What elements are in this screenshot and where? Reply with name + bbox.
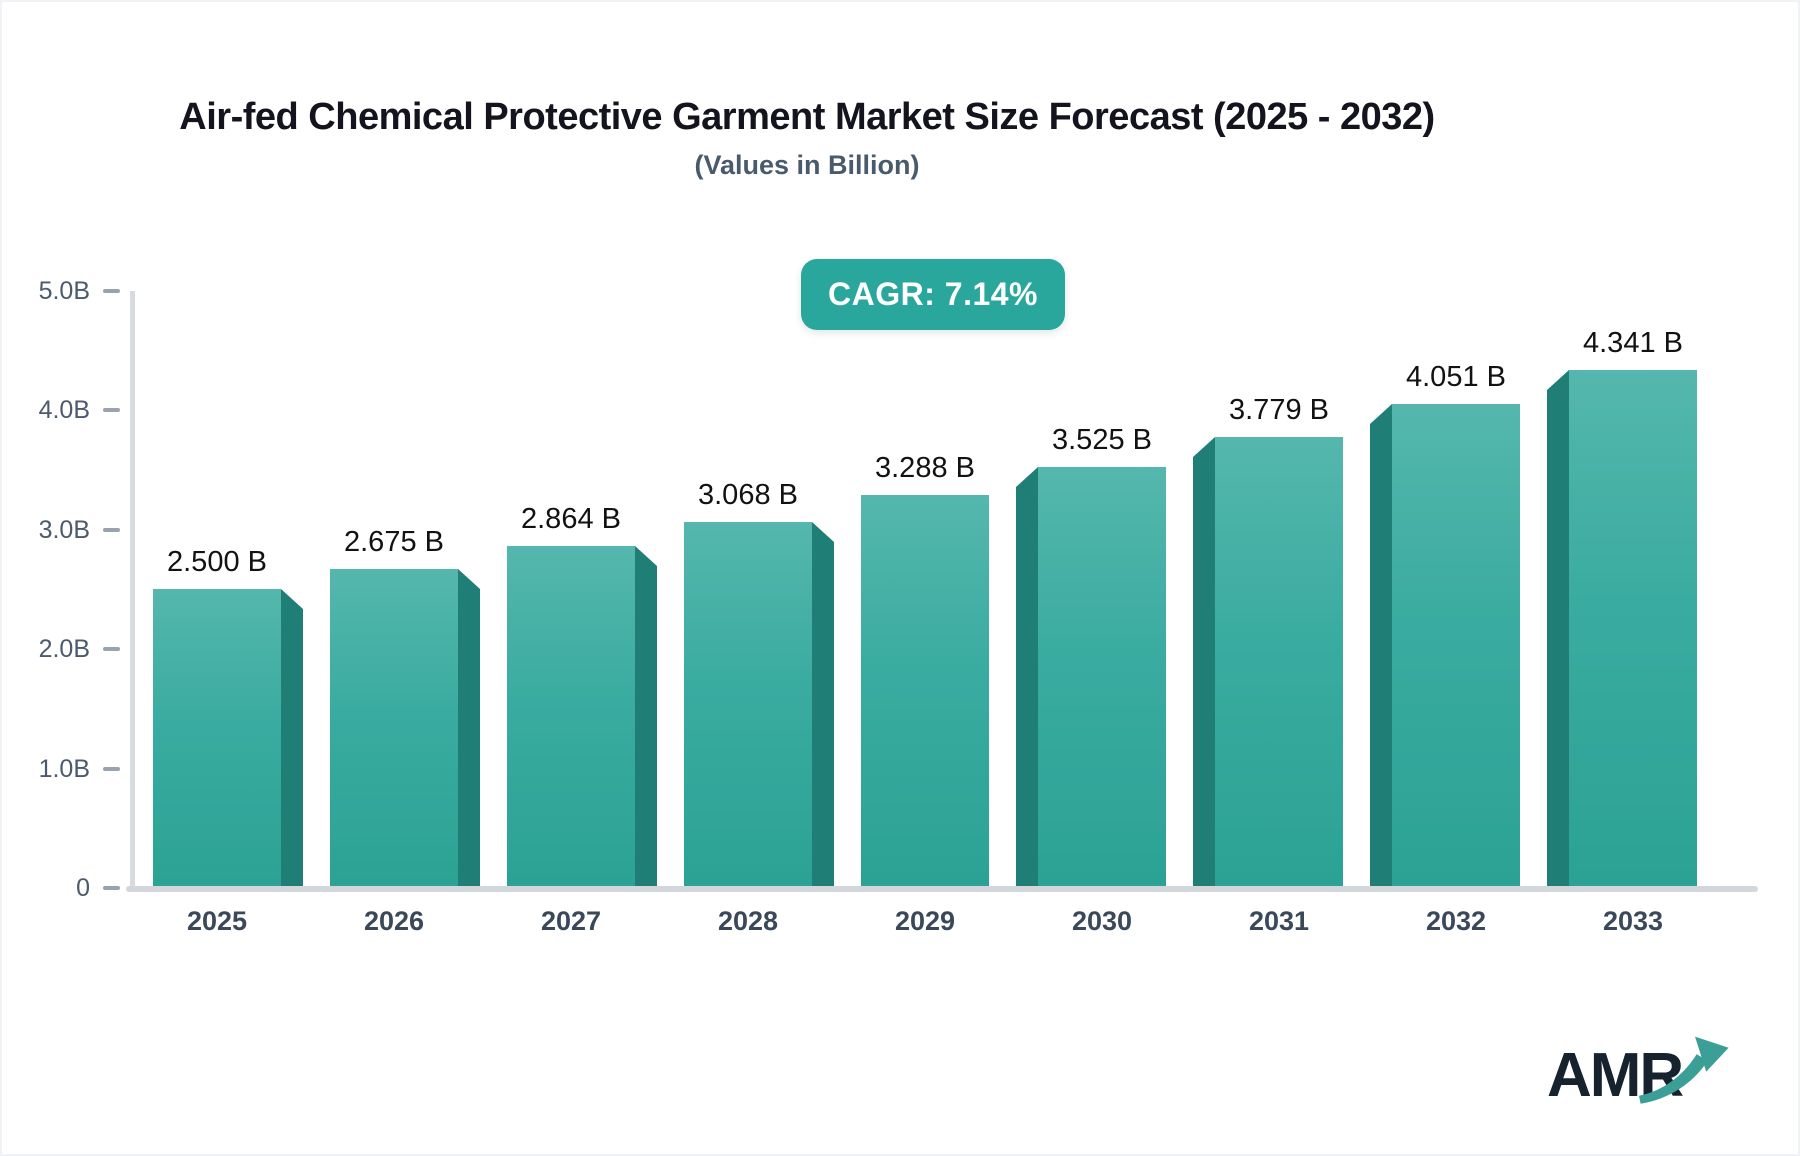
bar-2033 xyxy=(1569,370,1697,888)
bar-side-2025 xyxy=(281,589,303,888)
bar-2027 xyxy=(507,546,635,888)
y-axis-line xyxy=(130,291,135,888)
bar-value-label-2029: 3.288 B xyxy=(875,452,975,484)
amr-logo-arrow-icon xyxy=(1639,1036,1729,1104)
bar-side-2033 xyxy=(1547,370,1569,888)
bar-2031 xyxy=(1215,437,1343,888)
x-axis-baseline xyxy=(126,886,1758,892)
bar-2032 xyxy=(1392,404,1520,888)
amr-logo: AMR xyxy=(1547,1034,1767,1129)
cagr-badge-label: CAGR: 7.14% xyxy=(828,276,1038,312)
y-tick-dash xyxy=(103,647,120,652)
y-tick-label: 3.0B xyxy=(38,515,90,544)
bar-value-label-2027: 2.864 B xyxy=(521,503,621,535)
y-tick-dash xyxy=(103,527,120,532)
x-tick-label-2032: 2032 xyxy=(1425,906,1487,936)
y-tick-dash xyxy=(103,886,120,890)
y-tick-label: 0 xyxy=(76,874,90,902)
y-tick-dash xyxy=(103,289,120,293)
x-tick-label-2029: 2029 xyxy=(894,906,956,936)
x-tick-label-2025: 2025 xyxy=(186,906,248,936)
bar-value-label-2025: 2.500 B xyxy=(167,546,267,578)
cagr-badge: CAGR: 7.14% xyxy=(801,259,1065,330)
y-tick-dash xyxy=(103,408,120,413)
bar-value-label-2028: 3.068 B xyxy=(698,479,798,511)
chart-subtitle: (Values in Billion) xyxy=(694,150,920,180)
bar-side-2026 xyxy=(458,569,480,888)
bar-value-label-2032: 4.051 B xyxy=(1406,361,1506,393)
bar-side-2030 xyxy=(1016,467,1038,888)
y-tick-label: 5.0B xyxy=(38,277,90,305)
bar-value-label-2033: 4.341 B xyxy=(1583,327,1683,359)
bar-side-2027 xyxy=(635,546,657,888)
y-tick-label: 1.0B xyxy=(38,754,90,783)
x-tick-label-2030: 2030 xyxy=(1071,906,1133,936)
bar-2028 xyxy=(684,522,812,888)
bar-2029 xyxy=(861,495,989,888)
y-tick-label: 2.0B xyxy=(38,635,90,664)
bar-value-label-2026: 2.675 B xyxy=(344,526,444,558)
bar-side-2032 xyxy=(1370,404,1392,888)
y-tick-dash xyxy=(103,766,120,771)
x-tick-label-2028: 2028 xyxy=(717,906,779,936)
bar-2030 xyxy=(1038,467,1166,888)
bar-2026 xyxy=(330,569,458,888)
x-tick-label-2033: 2033 xyxy=(1602,906,1664,936)
bar-value-label-2031: 3.779 B xyxy=(1229,394,1329,426)
y-tick-label: 4.0B xyxy=(38,396,90,425)
bar-side-2031 xyxy=(1193,437,1215,888)
bar-side-2028 xyxy=(812,522,834,888)
amr-logo-text: AMR xyxy=(1547,1041,1684,1110)
chart-title: Air-fed Chemical Protective Garment Mark… xyxy=(179,96,1435,138)
bar-value-label-2030: 3.525 B xyxy=(1052,424,1152,456)
bar-2025 xyxy=(153,589,281,888)
x-tick-label-2031: 2031 xyxy=(1248,906,1310,936)
x-tick-label-2026: 2026 xyxy=(363,906,425,936)
x-tick-label-2027: 2027 xyxy=(540,906,602,936)
